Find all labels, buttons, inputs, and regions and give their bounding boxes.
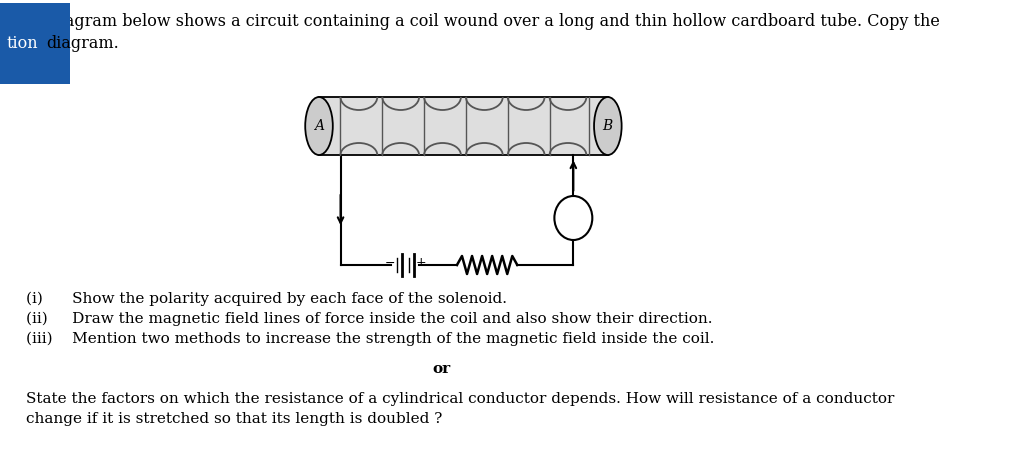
Text: 32.: 32. <box>25 13 52 30</box>
Text: tion: tion <box>7 35 39 52</box>
Text: diagram.: diagram. <box>46 35 120 52</box>
Text: (iii)    Mention two methods to increase the strength of the magnetic field insi: (iii) Mention two methods to increase th… <box>26 332 715 347</box>
Ellipse shape <box>305 97 333 155</box>
Text: (i)      Show the polarity acquired by each face of the solenoid.: (i) Show the polarity acquired by each f… <box>26 292 507 306</box>
Text: or: or <box>432 362 451 376</box>
Text: +: + <box>416 256 426 269</box>
Ellipse shape <box>594 97 622 155</box>
Text: change if it is stretched so that its length is doubled ?: change if it is stretched so that its le… <box>26 412 442 426</box>
Text: State the factors on which the resistance of a cylindrical conductor depends. Ho: State the factors on which the resistanc… <box>26 392 894 406</box>
Bar <box>319 97 608 155</box>
Text: −: − <box>384 256 395 269</box>
Circle shape <box>554 196 592 240</box>
Text: Diagram below shows a circuit containing a coil wound over a long and thin hollo: Diagram below shows a circuit containing… <box>46 13 939 30</box>
Text: (ii)     Draw the magnetic field lines of force inside the coil and also show th: (ii) Draw the magnetic field lines of fo… <box>26 312 713 326</box>
Text: B: B <box>603 119 613 133</box>
Text: A: A <box>314 119 324 133</box>
